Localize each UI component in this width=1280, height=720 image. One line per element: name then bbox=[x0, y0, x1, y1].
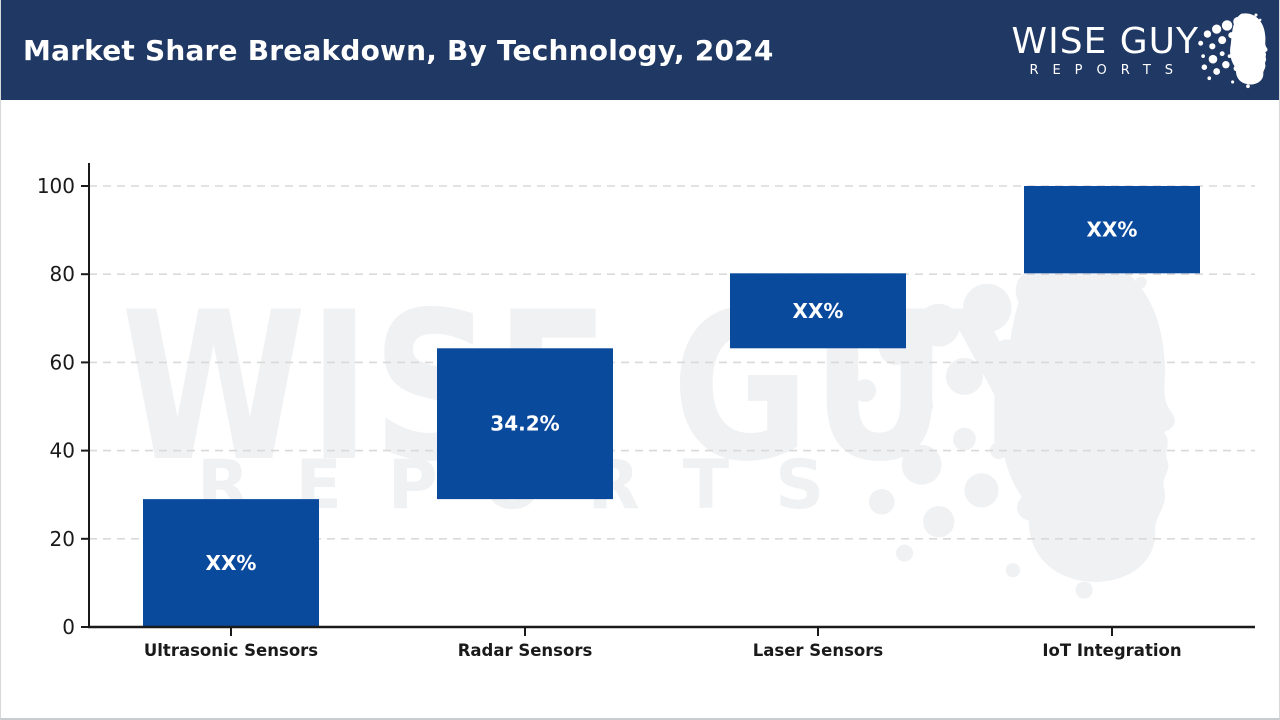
brand-logo: WISE GUY REPORTS bbox=[1012, 7, 1270, 93]
bar-value-label-ultrasonic-sensors: XX% bbox=[206, 551, 257, 575]
y-tick-label-60: 60 bbox=[50, 350, 75, 374]
header-bar: Market Share Breakdown, By Technology, 2… bbox=[1, 0, 1279, 100]
chart-title: Market Share Breakdown, By Technology, 2… bbox=[23, 33, 774, 67]
x-category-label-iot-integration: IoT Integration bbox=[1042, 641, 1181, 660]
bar-iot-integration bbox=[1024, 186, 1200, 274]
x-category-label-laser-sensors: Laser Sensors bbox=[753, 641, 884, 660]
bar-value-label-iot-integration: XX% bbox=[1087, 218, 1138, 242]
y-tick-label-20: 20 bbox=[50, 527, 75, 551]
waterfall-chart: XX% 34.2% XX% XX% 0 20 40 60 80 100 Ultrasonic Sen… bbox=[37, 163, 1255, 660]
bar-value-label-radar-sensors: 34.2% bbox=[490, 412, 559, 436]
brand-subtitle: REPORTS bbox=[1029, 62, 1188, 78]
y-tick-label-0: 0 bbox=[62, 615, 75, 639]
bar-value-label-laser-sensors: XX% bbox=[793, 299, 844, 323]
brand-logo-text: WISE GUY REPORTS bbox=[1011, 20, 1200, 78]
x-category-label-radar-sensors: Radar Sensors bbox=[458, 641, 593, 660]
bar-laser-sensors bbox=[730, 273, 906, 349]
bar-ultrasonic-sensors bbox=[143, 499, 319, 627]
y-tick-label-80: 80 bbox=[50, 262, 75, 286]
chart-area: WISE GUY REPORTS XX%34.2%XX%XX%020406080… bbox=[1, 100, 1279, 718]
brand-name: WISE GUY bbox=[1011, 20, 1199, 62]
bar-radar-sensors bbox=[437, 348, 613, 500]
x-category-label-ultrasonic-sensors: Ultrasonic Sensors bbox=[144, 641, 318, 660]
y-tick-label-100: 100 bbox=[37, 174, 75, 198]
y-tick-label-40: 40 bbox=[50, 439, 75, 463]
dotted-head-icon bbox=[1198, 13, 1268, 89]
